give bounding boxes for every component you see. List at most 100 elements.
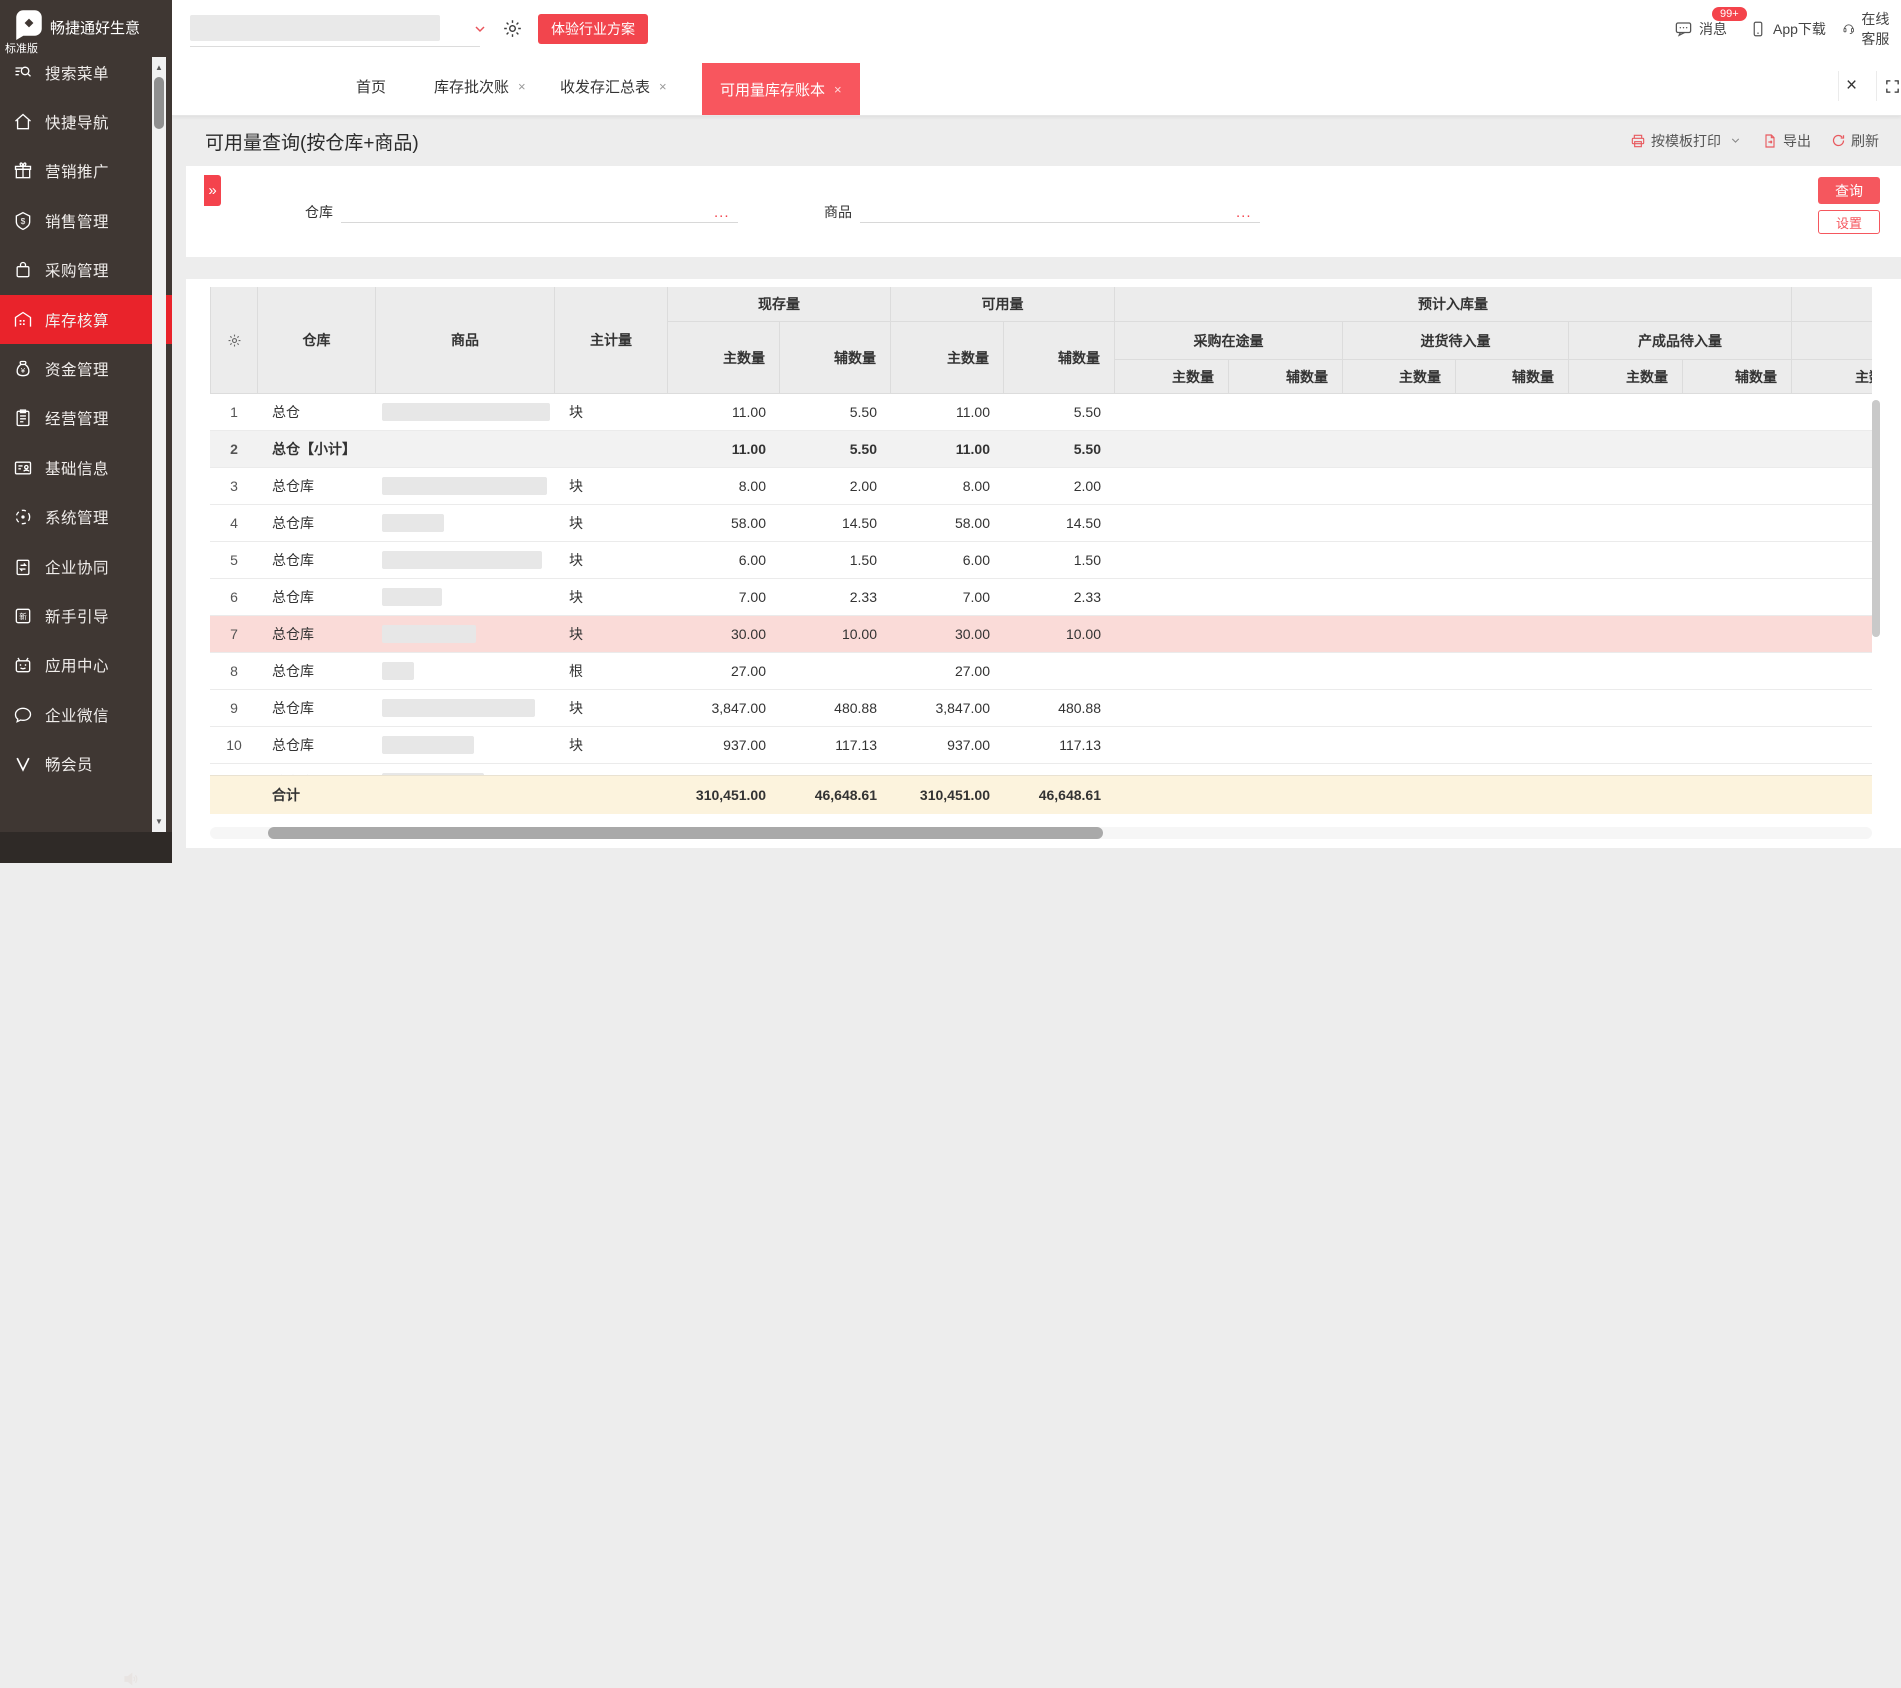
- close-icon[interactable]: ×: [834, 81, 842, 97]
- table-row[interactable]: 7 总仓库 块 30.00 10.00 30.00 10.00: [210, 616, 1872, 653]
- header-qty-aux[interactable]: 辅数量: [1683, 360, 1792, 394]
- cell-fp_aux: [1683, 616, 1792, 652]
- scroll-down-icon[interactable]: ▼: [155, 816, 163, 826]
- header-qty-main[interactable]: 主数量: [1343, 360, 1456, 394]
- cell-avail_main: 8.00: [962, 478, 990, 494]
- cell-in_aux: [1456, 653, 1569, 689]
- header-product[interactable]: 商品: [376, 287, 555, 394]
- header-unit[interactable]: 主计量: [555, 287, 668, 394]
- sidebar-item-member[interactable]: 畅会员: [0, 739, 152, 788]
- table-row[interactable]: 9 总仓库 块 3,847.00 480.88 3,847.00 480.88: [210, 690, 1872, 727]
- cell-x_main: [1792, 468, 1872, 504]
- cell-product: [376, 431, 555, 467]
- company-selector-redacted[interactable]: [190, 15, 440, 41]
- column-settings-gear-icon[interactable]: [210, 287, 258, 394]
- chevron-down-icon[interactable]: [472, 21, 488, 37]
- cell-onhand_aux: 2.00: [849, 478, 877, 494]
- table-total-row[interactable]: 合计 310,451.00 46,648.61 310,451.00 46,648.61: [210, 775, 1872, 814]
- tab-batch-ledger[interactable]: 库存批次账 ×: [434, 78, 526, 96]
- sidebar-item-newbie-guide[interactable]: 新 新手引导: [0, 591, 152, 640]
- collapse-filters-button[interactable]: »: [204, 175, 221, 206]
- header-qty-aux[interactable]: 辅数量: [1456, 360, 1569, 394]
- sidebar-item-purchase[interactable]: 采购管理: [0, 246, 152, 295]
- gear-icon[interactable]: [502, 18, 523, 39]
- header-qty-main[interactable]: 主数量: [891, 322, 1004, 394]
- close-icon[interactable]: ×: [518, 78, 526, 94]
- table-row[interactable]: 4 总仓库 块 58.00 14.50 58.00 14.50: [210, 505, 1872, 542]
- cell-product: [376, 505, 555, 541]
- cell-avail_main: 310,451.00: [919, 787, 990, 803]
- sidebar-item-operations[interactable]: 经营管理: [0, 394, 152, 443]
- app-download-button[interactable]: App下载: [1749, 0, 1826, 57]
- cell-pt_main: [1115, 764, 1229, 775]
- table-header: 仓库 商品 主计量 现存量 可用量 预计入库量 主数量 辅数量 主数量 辅数量 …: [210, 287, 1872, 394]
- sidebar-item-quick-nav[interactable]: 快捷导航: [0, 97, 152, 146]
- print-by-template-button[interactable]: 按模板打印: [1630, 131, 1742, 151]
- product-picker-ellipsis[interactable]: ...: [1236, 204, 1252, 221]
- table-row[interactable]: 6 总仓库 块 7.00 2.33 7.00 2.33: [210, 579, 1872, 616]
- sidebar-item-marketing[interactable]: 营销推广: [0, 147, 152, 196]
- table-total-slot: 合计 310,451.00 46,648.61 310,451.00 46,648.61: [210, 775, 1872, 814]
- export-button[interactable]: 导出: [1762, 131, 1811, 151]
- messages-button[interactable]: 消息: [1674, 0, 1727, 57]
- online-service-button[interactable]: 在线客服: [1842, 0, 1901, 57]
- cell-warehouse: 总仓库: [272, 589, 314, 605]
- close-all-tabs-icon[interactable]: ×: [1846, 75, 1858, 96]
- header-sub-incoming-pending: 进货待入量: [1343, 322, 1569, 360]
- sidebar-item-collaboration[interactable]: 企业协同: [0, 542, 152, 591]
- header-qty-main[interactable]: 主数量: [1569, 360, 1683, 394]
- table-row[interactable]: 1 总仓 块 11.00 5.50 11.00 5.50: [210, 394, 1872, 431]
- table-wrap: 仓库 商品 主计量 现存量 可用量 预计入库量 主数量 辅数量 主数量 辅数量 …: [210, 287, 1872, 821]
- chevron-down-icon[interactable]: [1729, 134, 1742, 147]
- sidebar-item-inventory[interactable]: 库存核算: [0, 294, 172, 345]
- scroll-up-icon[interactable]: ▲: [155, 62, 163, 72]
- sidebar-item-wechat[interactable]: 企业微信: [0, 690, 152, 739]
- redacted-product-name: [382, 514, 444, 532]
- header-qty-main[interactable]: 主数量: [1115, 360, 1229, 394]
- header-qty-aux[interactable]: 辅数量: [780, 322, 891, 394]
- sidebar-item-base-info[interactable]: 基础信息: [0, 443, 152, 492]
- query-button[interactable]: 查询: [1818, 177, 1880, 204]
- cell-fp_main: [1569, 505, 1683, 541]
- warehouse-picker-ellipsis[interactable]: ...: [714, 204, 730, 221]
- sidebar-scrollbar-thumb[interactable]: [154, 77, 164, 129]
- tab-inout-summary[interactable]: 收发存汇总表 ×: [560, 78, 667, 96]
- table-row[interactable]: 10 总仓库 块 937.00 117.13 937.00 117.13: [210, 727, 1872, 764]
- sidebar-item-sales[interactable]: $ 销售管理: [0, 196, 152, 245]
- tab-available-ledger[interactable]: 可用量库存账本 ×: [702, 63, 860, 115]
- sidebar-item-app-center[interactable]: 应用中心: [0, 641, 152, 690]
- cell-x_main: [1792, 764, 1872, 775]
- cell-pt_main: [1115, 431, 1229, 467]
- header-warehouse[interactable]: 仓库: [258, 287, 376, 394]
- announcement-speaker-icon[interactable]: [122, 1670, 140, 1688]
- cell-product: [376, 653, 555, 689]
- sidebar-item-funds[interactable]: ¥ 资金管理: [0, 344, 152, 393]
- cell-pt_aux: [1229, 690, 1343, 726]
- refresh-button[interactable]: 刷新: [1831, 131, 1879, 151]
- settings-button[interactable]: 设置: [1818, 210, 1880, 234]
- cell-x_main: [1792, 505, 1872, 541]
- header-qty-main[interactable]: 主数量: [1792, 360, 1872, 394]
- header-qty-main[interactable]: 主数量: [668, 322, 780, 394]
- vertical-scrollbar-thumb[interactable]: [1872, 400, 1880, 637]
- fullscreen-icon[interactable]: [1884, 57, 1901, 115]
- tab-home[interactable]: 首页: [356, 78, 387, 96]
- cell-onhand_aux: [780, 653, 891, 689]
- table-row[interactable]: 3 总仓库 块 8.00 2.00 8.00 2.00: [210, 468, 1872, 505]
- table-row[interactable]: 8 总仓库 根 27.00 27.00: [210, 653, 1872, 690]
- cell-onhand_aux: 1.50: [849, 552, 877, 568]
- experience-solution-button[interactable]: 体验行业方案: [538, 14, 648, 44]
- table-row[interactable]: 5 总仓库 块 6.00 1.50 6.00 1.50: [210, 542, 1872, 579]
- horizontal-scrollbar-thumb[interactable]: [268, 827, 1103, 839]
- cell-in_aux: [1456, 505, 1569, 541]
- cell-no: 1: [230, 404, 238, 420]
- sidebar-item-search-menu[interactable]: 搜索菜单: [0, 48, 152, 97]
- table-row[interactable]: 2 总仓【小计】 11.00 5.50 11.00 5.50: [210, 431, 1872, 468]
- product-filter-input[interactable]: [860, 222, 1260, 223]
- header-qty-aux[interactable]: 辅数量: [1229, 360, 1343, 394]
- warehouse-filter-input[interactable]: [341, 222, 738, 223]
- header-qty-aux[interactable]: 辅数量: [1004, 322, 1115, 394]
- close-icon[interactable]: ×: [659, 78, 667, 94]
- sidebar-item-system[interactable]: 系统管理: [0, 493, 152, 542]
